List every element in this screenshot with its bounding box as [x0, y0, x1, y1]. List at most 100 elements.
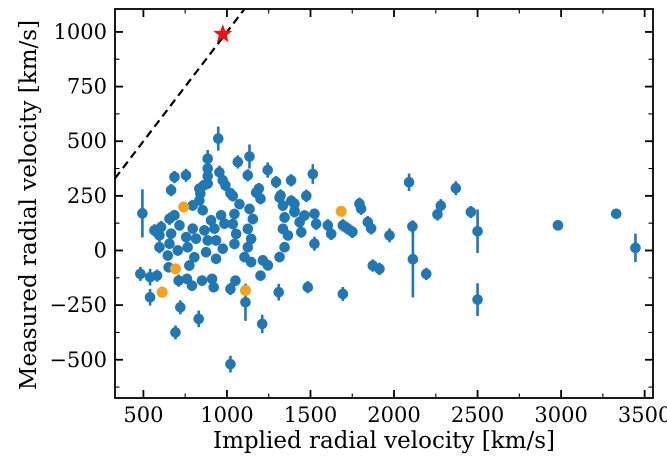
data-point	[270, 176, 282, 188]
data-point	[302, 281, 314, 293]
x-tick-label: 1000	[200, 403, 253, 427]
data-point	[162, 250, 174, 261]
data-point	[169, 210, 180, 221]
data-point-highlighted	[169, 263, 181, 275]
data-point	[374, 263, 385, 275]
y-tick-label: 750	[67, 75, 107, 99]
data-point	[200, 246, 212, 258]
data-point	[242, 170, 254, 181]
data-point	[220, 180, 231, 191]
data-point	[174, 220, 185, 231]
x-tick-label: 2000	[367, 403, 420, 427]
data-point-highlighted	[239, 284, 251, 296]
data-point	[182, 241, 193, 253]
data-point	[420, 268, 432, 280]
data-point	[403, 177, 415, 188]
data-point	[208, 281, 220, 293]
data-point	[279, 241, 290, 253]
star-marker	[213, 24, 233, 43]
data-point	[384, 230, 395, 241]
data-point	[210, 253, 222, 265]
data-point	[322, 220, 334, 231]
y-tick-label: 500	[67, 129, 107, 153]
data-point	[151, 270, 163, 281]
data-point	[137, 208, 148, 219]
data-point	[245, 256, 257, 268]
data-point	[279, 212, 290, 223]
data-point	[209, 223, 220, 234]
y-tick-label: 1000	[54, 20, 107, 44]
data-point	[289, 198, 300, 210]
plot-border	[114, 8, 654, 399]
data-point	[247, 213, 259, 225]
data-point	[219, 218, 230, 229]
data-point	[190, 233, 202, 244]
data-point	[189, 251, 200, 263]
data-point	[225, 358, 236, 370]
data-point	[234, 198, 245, 210]
data-point	[274, 192, 285, 203]
data-point	[175, 302, 186, 313]
data-point	[407, 221, 418, 232]
data-point	[610, 208, 622, 220]
data-point	[277, 200, 289, 211]
data-point	[206, 273, 218, 285]
identity-line	[115, 9, 246, 180]
data-point	[225, 283, 236, 295]
data-point	[164, 238, 175, 250]
data-point	[154, 241, 165, 253]
data-point-highlighted	[335, 205, 347, 217]
data-point	[225, 187, 236, 199]
data-point-highlighted	[156, 286, 168, 298]
data-point	[256, 318, 268, 330]
data-point	[274, 251, 285, 263]
data-point	[630, 242, 641, 254]
data-point	[240, 296, 251, 308]
data-point	[435, 200, 447, 211]
data-point	[229, 238, 240, 250]
data-point	[282, 230, 294, 241]
data-point	[202, 235, 214, 246]
x-tick-label: 3500	[618, 403, 667, 427]
data-point	[205, 215, 217, 226]
data-point	[337, 288, 349, 300]
data-point	[244, 203, 255, 215]
data-point	[172, 245, 184, 256]
data-point	[295, 226, 307, 238]
data-point	[242, 223, 254, 235]
data-point	[214, 166, 225, 178]
data-point	[215, 210, 227, 221]
data-point	[299, 210, 310, 221]
data-point	[169, 171, 180, 183]
data-point	[165, 228, 177, 239]
data-point	[307, 168, 319, 180]
data-point	[227, 218, 239, 230]
data-point	[202, 163, 214, 174]
data-point	[552, 220, 564, 231]
data-point	[229, 208, 240, 220]
x-tick-label: 1500	[284, 403, 337, 427]
data-point	[347, 226, 358, 238]
data-point	[255, 193, 266, 204]
data-point	[217, 243, 229, 255]
data-point	[325, 228, 337, 240]
data-point	[202, 170, 214, 182]
y-tick-label: −250	[49, 293, 107, 317]
data-point	[472, 294, 483, 305]
data-point	[309, 238, 320, 250]
data-point	[301, 190, 312, 202]
data-point	[180, 170, 192, 181]
x-tick-label: 500	[123, 403, 163, 427]
y-tick-label: 250	[67, 184, 107, 208]
data-point	[242, 241, 254, 253]
y-tick-label: −500	[49, 348, 107, 372]
x-tick-label: 3000	[534, 403, 587, 427]
data-point	[230, 228, 242, 240]
data-point	[432, 209, 443, 220]
data-point	[210, 235, 222, 246]
data-point	[202, 153, 214, 164]
data-point	[472, 225, 483, 237]
data-point	[465, 206, 477, 218]
